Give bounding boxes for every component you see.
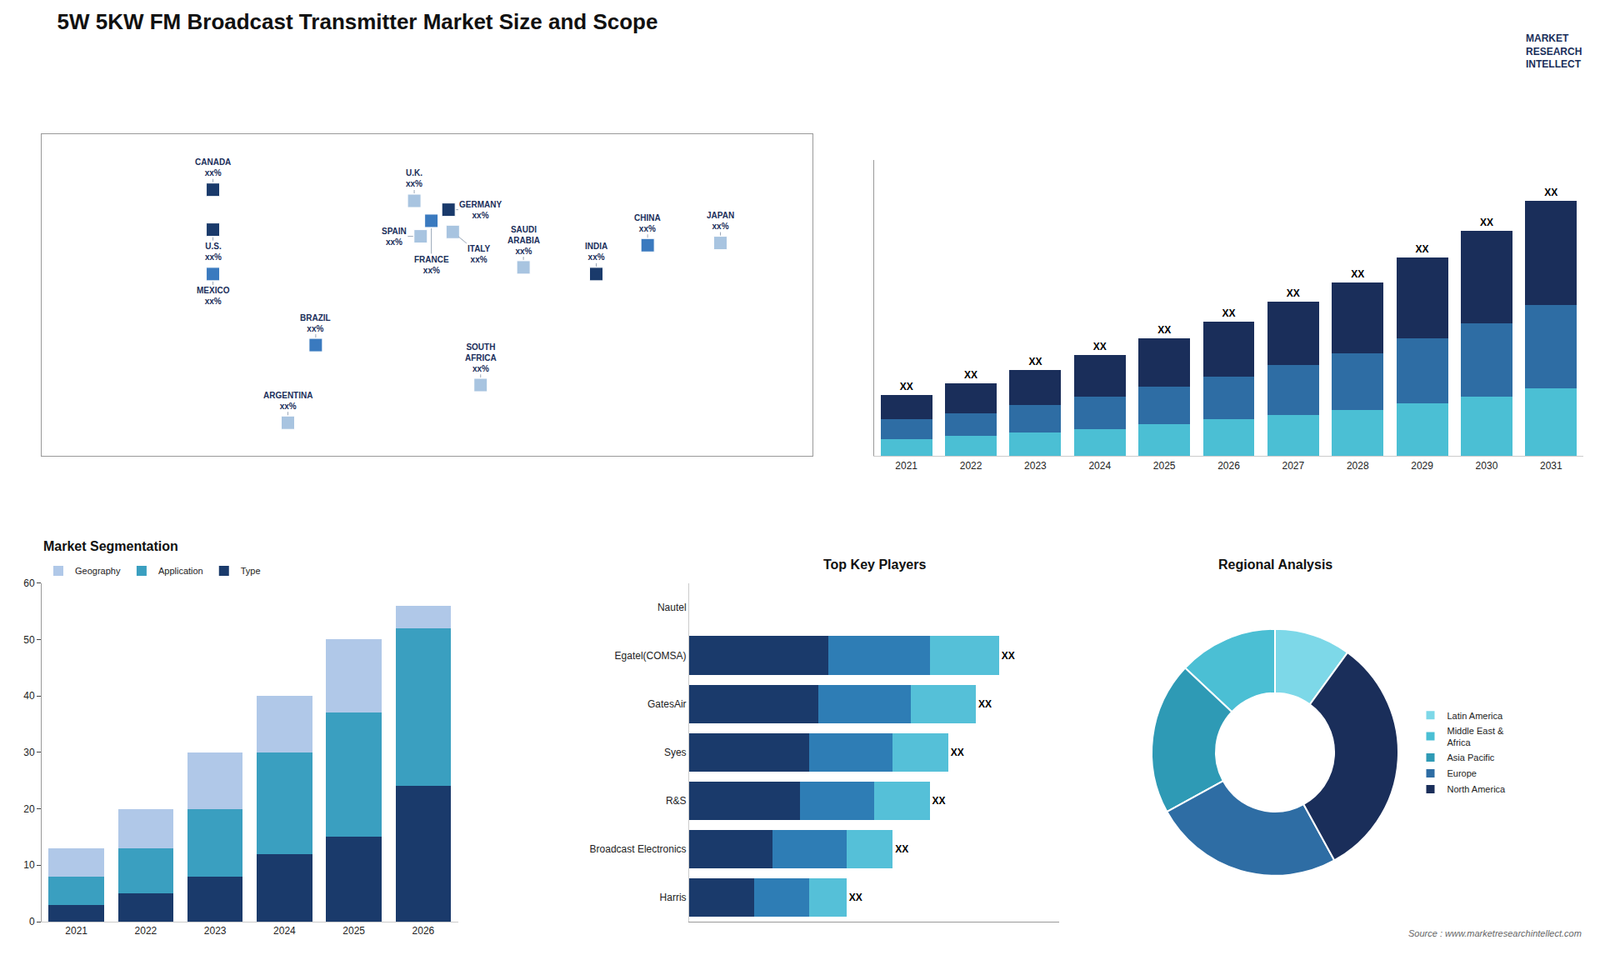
svg-text:XX: XX	[1544, 186, 1558, 199]
svg-text:XX: XX	[1221, 307, 1235, 320]
svg-text:XX: XX	[849, 891, 863, 904]
svg-text:Top Key Players: Top Key Players	[823, 557, 926, 572]
svg-text:60: 60	[23, 577, 35, 590]
svg-text:GERMANYxx%: GERMANYxx%	[459, 200, 502, 220]
svg-text:2027: 2027	[1282, 460, 1305, 472]
svg-text:Syes: Syes	[664, 746, 687, 759]
svg-text:2025: 2025	[342, 925, 365, 937]
svg-text:5W 5KW FM Broadcast Transmitte: 5W 5KW FM Broadcast Transmitter Market S…	[57, 9, 659, 35]
svg-text:Egatel(COMSA): Egatel(COMSA)	[615, 650, 687, 662]
svg-text:2021: 2021	[895, 460, 918, 472]
svg-text:CHINAxx%: CHINAxx%	[634, 213, 661, 234]
svg-text:U.K.xx%: U.K.xx%	[405, 168, 423, 189]
svg-text:Europe: Europe	[1447, 768, 1477, 779]
svg-text:ARGENTINAxx%: ARGENTINAxx%	[263, 390, 313, 411]
svg-text:MEXICOxx%: MEXICOxx%	[196, 285, 230, 306]
svg-text:2023: 2023	[1024, 460, 1047, 472]
svg-text:2031: 2031	[1540, 460, 1563, 472]
svg-text:SPAINxx%: SPAINxx%	[381, 226, 407, 247]
svg-text:BRAZILxx%: BRAZILxx%	[300, 313, 331, 334]
svg-text:Market Segmentation: Market Segmentation	[43, 539, 179, 554]
svg-text:Harris: Harris	[660, 891, 687, 904]
svg-text:50: 50	[23, 634, 35, 646]
svg-text:0: 0	[29, 915, 35, 928]
svg-text:XX: XX	[1415, 243, 1430, 255]
svg-text:XX: XX	[1157, 324, 1171, 336]
svg-text:R&S: R&S	[665, 795, 687, 807]
svg-text:20: 20	[23, 803, 35, 815]
svg-text:2026: 2026	[412, 925, 435, 937]
svg-text:XX: XX	[1028, 355, 1042, 368]
svg-text:2023: 2023	[204, 925, 227, 937]
svg-text:Geography: Geography	[75, 565, 121, 576]
svg-text:Middle East &Africa: Middle East &Africa	[1447, 725, 1505, 748]
svg-text:XX: XX	[1001, 650, 1015, 662]
svg-text:XX: XX	[950, 746, 965, 759]
svg-text:Source : www.marketresearchint: Source : www.marketresearchintellect.com	[1408, 928, 1582, 939]
svg-text:Nautel: Nautel	[657, 601, 687, 614]
svg-text:Regional Analysis: Regional Analysis	[1218, 557, 1333, 572]
svg-text:JAPANxx%: JAPANxx%	[706, 210, 735, 231]
svg-text:XX: XX	[1350, 268, 1365, 280]
svg-text:2025: 2025	[1153, 460, 1176, 472]
svg-text:MARKETRESEARCHINTELLECT: MARKETRESEARCHINTELLECT	[1525, 32, 1582, 70]
svg-text:2022: 2022	[135, 925, 158, 937]
svg-text:2024: 2024	[273, 925, 296, 937]
svg-text:XX: XX	[932, 795, 946, 807]
svg-text:2022: 2022	[960, 460, 983, 472]
svg-text:XX: XX	[1093, 340, 1107, 353]
svg-text:SAUDIARABIAxx%: SAUDIARABIAxx%	[507, 225, 540, 256]
svg-text:2029: 2029	[1410, 460, 1434, 472]
svg-text:INDIAxx%: INDIAxx%	[585, 241, 608, 262]
svg-text:North America: North America	[1447, 784, 1507, 795]
svg-text:30: 30	[23, 746, 35, 759]
svg-text:U.S.xx%: U.S.xx%	[205, 241, 222, 262]
svg-text:GatesAir: GatesAir	[647, 698, 687, 710]
svg-text:Broadcast Electronics: Broadcast Electronics	[590, 843, 687, 855]
svg-text:2024: 2024	[1088, 460, 1111, 472]
svg-text:40: 40	[23, 690, 35, 702]
svg-text:2028: 2028	[1346, 460, 1370, 472]
svg-text:SOUTHAFRICAxx%: SOUTHAFRICAxx%	[465, 342, 497, 374]
svg-text:Application: Application	[158, 565, 204, 576]
svg-text:FRANCExx%: FRANCExx%	[414, 255, 450, 275]
svg-text:10: 10	[23, 859, 35, 871]
svg-text:2021: 2021	[65, 925, 88, 937]
svg-text:XX: XX	[1480, 216, 1494, 229]
svg-text:XX: XX	[978, 698, 992, 710]
svg-text:2026: 2026	[1217, 460, 1240, 472]
svg-text:Asia Pacific: Asia Pacific	[1447, 752, 1495, 763]
svg-text:Latin America: Latin America	[1447, 710, 1505, 721]
svg-text:XX: XX	[964, 369, 978, 381]
svg-text:XX: XX	[1286, 287, 1300, 300]
svg-text:XX: XX	[895, 843, 909, 855]
svg-text:2030: 2030	[1475, 460, 1499, 472]
svg-text:Type: Type	[240, 565, 261, 576]
svg-text:ITALYxx%: ITALYxx%	[467, 244, 491, 265]
svg-text:CANADAxx%: CANADAxx%	[195, 157, 231, 178]
svg-text:XX: XX	[900, 380, 914, 393]
